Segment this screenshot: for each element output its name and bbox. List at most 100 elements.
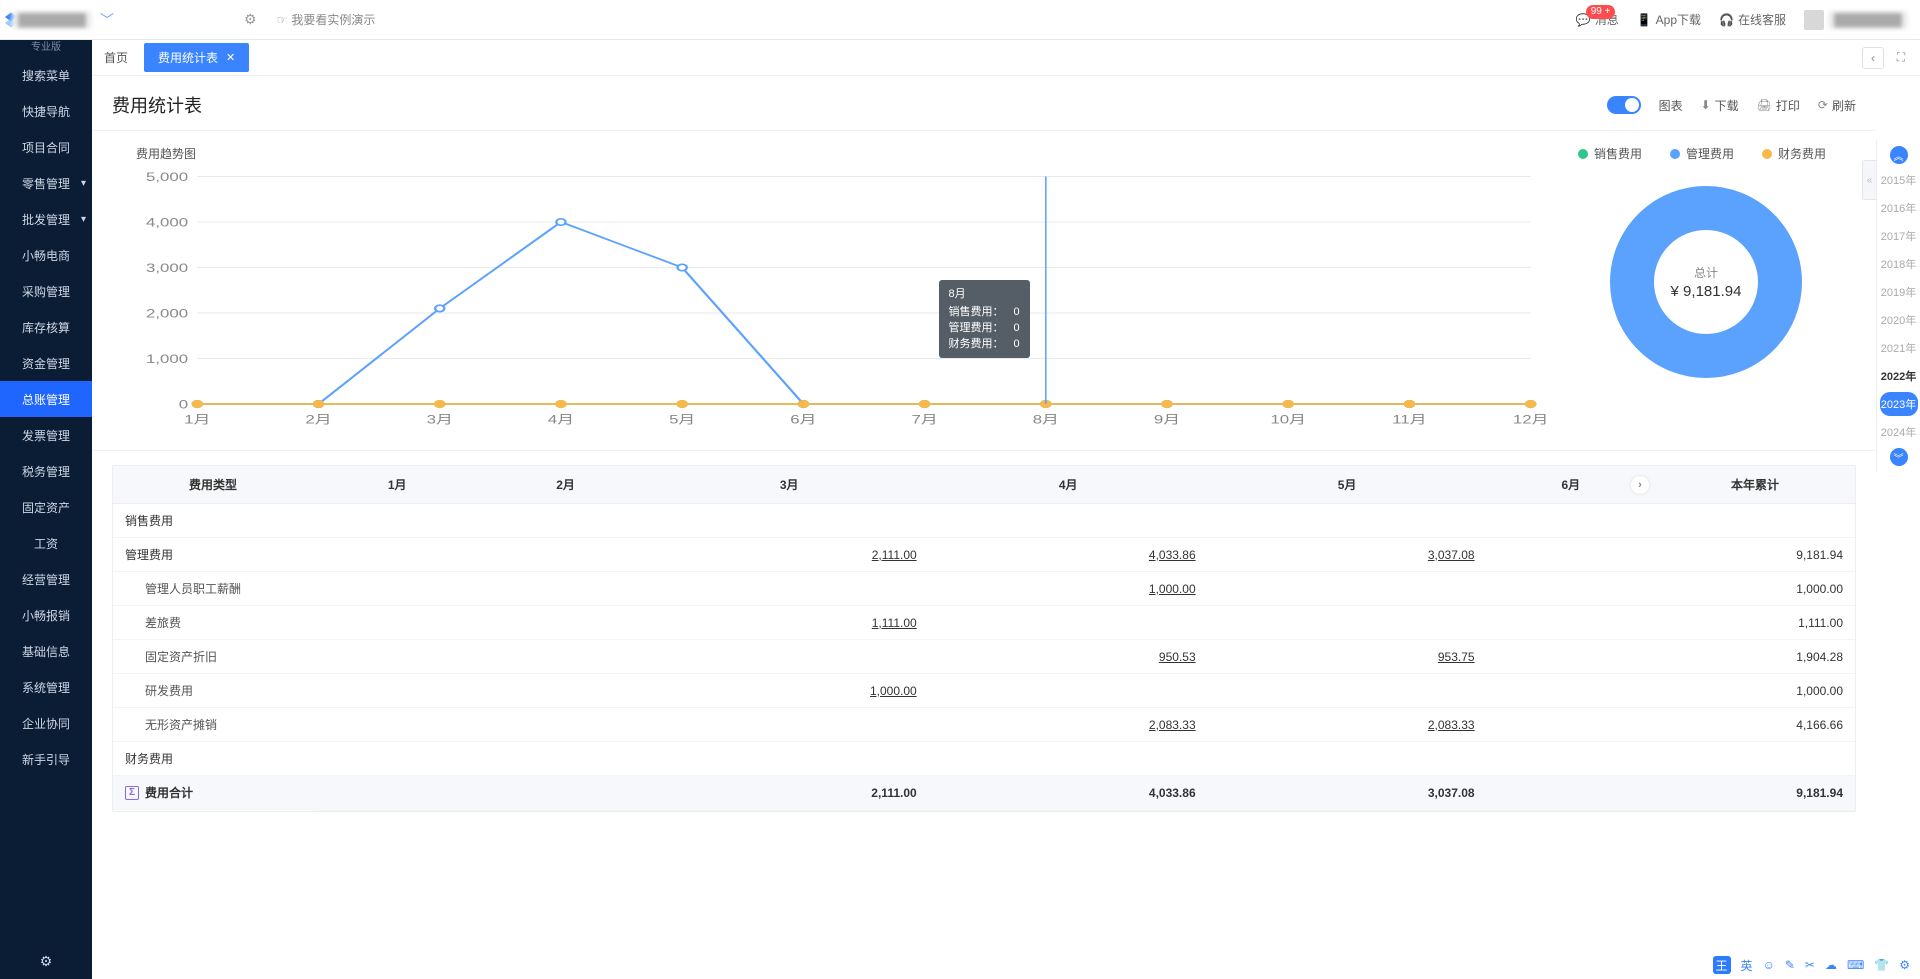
table-cell: [929, 742, 1208, 776]
year-option[interactable]: 2023年: [1880, 392, 1918, 416]
ime-lang-icon[interactable]: 英: [1741, 957, 1753, 974]
demo-link[interactable]: ☞ 我要看实例演示: [277, 11, 376, 28]
year-option[interactable]: 2024年: [1877, 420, 1920, 444]
top-header: ████████ ﹀ ⚙ ☞ 我要看实例演示 💬 消息 99 + 📱 App下载…: [0, 0, 1920, 40]
ime-face-icon[interactable]: ☺: [1763, 958, 1775, 972]
year-rail-collapse-icon[interactable]: «: [1862, 160, 1876, 200]
content-scroll[interactable]: 费用统计表 图表 ⬇下载 🖨打印 ⟳刷新 费用趋势图 01,0002,0003,…: [92, 76, 1920, 979]
table-cell: 1,000.00: [650, 674, 929, 708]
ime-gear-icon[interactable]: ⚙: [1899, 958, 1910, 972]
cell-link[interactable]: 1,000.00: [1149, 582, 1196, 596]
year-rail-down-icon[interactable]: ︾: [1890, 448, 1908, 466]
sidebar-item[interactable]: 系统管理: [0, 669, 92, 705]
table-cell: [313, 674, 481, 708]
table-cell: [650, 640, 929, 674]
tabs-expand-icon[interactable]: ‹: [1862, 47, 1884, 69]
table-cell: 1,000.00: [929, 572, 1208, 606]
sidebar-item[interactable]: 固定资产: [0, 489, 92, 525]
table-cell: [1208, 606, 1487, 640]
table-header: 费用类型‹: [113, 466, 313, 504]
settings-gear-icon[interactable]: ⚙: [244, 11, 257, 28]
sidebar-settings-icon[interactable]: ⚙: [0, 943, 92, 979]
year-option[interactable]: 2018年: [1877, 252, 1920, 276]
support-button[interactable]: 🎧 在线客服: [1719, 11, 1786, 28]
year-option[interactable]: 2016年: [1877, 196, 1920, 220]
sidebar-item[interactable]: 税务管理: [0, 453, 92, 489]
cell-link[interactable]: 1,111.00: [872, 616, 917, 630]
year-option[interactable]: 2020年: [1877, 308, 1920, 332]
sidebar-item[interactable]: 发票管理: [0, 417, 92, 453]
table-cell: [929, 606, 1208, 640]
user-menu[interactable]: ████████: [1804, 10, 1908, 30]
legend-item[interactable]: 财务费用: [1762, 145, 1826, 162]
year-option[interactable]: 2017年: [1877, 224, 1920, 248]
cell-link[interactable]: 3,037.08: [1428, 548, 1475, 562]
year-option[interactable]: 2015年: [1877, 168, 1920, 192]
cell-link[interactable]: 4,033.86: [1149, 548, 1196, 562]
sidebar-item[interactable]: 小畅报销: [0, 597, 92, 633]
year-option[interactable]: 2022年: [1877, 364, 1920, 388]
year-option[interactable]: 2021年: [1877, 336, 1920, 360]
messages-button[interactable]: 💬 消息 99 +: [1576, 11, 1619, 28]
ime-cloud-icon[interactable]: ☁: [1825, 958, 1837, 972]
table-cell: [481, 776, 649, 811]
cell-link[interactable]: 1,000.00: [870, 684, 917, 698]
tab-home[interactable]: 首页: [104, 49, 128, 66]
fullscreen-icon[interactable]: ⛶: [1890, 47, 1912, 69]
ime-shirt-icon[interactable]: 👕: [1874, 958, 1889, 972]
download-button[interactable]: ⬇下载: [1701, 97, 1739, 114]
year-rail-up-icon[interactable]: ︽: [1890, 146, 1908, 164]
caret-down-icon: ▾: [81, 214, 86, 225]
cell-link[interactable]: 953.75: [1438, 650, 1475, 664]
year-option[interactable]: 2019年: [1877, 280, 1920, 304]
ime-keyboard-icon[interactable]: ⌨: [1847, 958, 1864, 972]
tabs-bar: 首页 费用统计表 ✕ ‹ ⛶: [92, 40, 1920, 76]
svg-text:3,000: 3,000: [146, 262, 188, 275]
sidebar-item[interactable]: 小畅电商: [0, 237, 92, 273]
tab-active[interactable]: 费用统计表 ✕: [144, 43, 249, 72]
sidebar-item[interactable]: 工资: [0, 525, 92, 561]
refresh-button[interactable]: ⟳刷新: [1818, 97, 1856, 114]
cell-link[interactable]: 2,111.00: [872, 548, 917, 562]
svg-text:7月: 7月: [911, 414, 937, 427]
table-cell: [313, 708, 481, 742]
cell-link[interactable]: 2,083.33: [1428, 718, 1475, 732]
sidebar-item[interactable]: 经营管理: [0, 561, 92, 597]
download-app-button[interactable]: 📱 App下载: [1637, 11, 1701, 28]
sidebar-item[interactable]: 搜索菜单: [0, 57, 92, 93]
table-cell: [481, 572, 649, 606]
table-row: 管理人员职工薪酬1,000.001,000.00: [113, 572, 1855, 606]
sidebar-item[interactable]: 零售管理▾: [0, 165, 92, 201]
donut-chart-panel: 销售费用管理费用财务费用 总计 ¥ 9,181.94: [1556, 131, 1856, 440]
table-cell: 2,111.00: [650, 776, 929, 811]
table-next-icon[interactable]: ›: [1631, 476, 1649, 494]
chart-toggle[interactable]: [1607, 96, 1641, 114]
svg-text:8月: 8月: [1033, 414, 1059, 427]
table-cell: 2,083.33: [929, 708, 1208, 742]
ime-scissor-icon[interactable]: ✂: [1805, 958, 1815, 972]
table-cell: 4,033.86: [929, 776, 1208, 811]
org-selector[interactable]: ████████ ﹀: [12, 10, 232, 30]
sidebar-item[interactable]: 基础信息: [0, 633, 92, 669]
print-button[interactable]: 🖨打印: [1757, 97, 1800, 114]
sidebar-item[interactable]: 库存核算: [0, 309, 92, 345]
messages-badge: 99 +: [1586, 5, 1616, 19]
sidebar-item[interactable]: 批发管理▾: [0, 201, 92, 237]
chart-area: 费用趋势图 01,0002,0003,0004,0005,0001月2月3月4月…: [92, 130, 1876, 451]
cell-link[interactable]: 950.53: [1159, 650, 1196, 664]
cell-link[interactable]: 2,083.33: [1149, 718, 1196, 732]
tab-close-icon[interactable]: ✕: [226, 51, 235, 64]
ime-icon[interactable]: 王: [1713, 956, 1731, 974]
svg-text:2月: 2月: [305, 414, 331, 427]
ime-edit-icon[interactable]: ✎: [1785, 958, 1795, 972]
sidebar-item[interactable]: 采购管理: [0, 273, 92, 309]
table-header: 3月: [650, 466, 929, 504]
sidebar-item[interactable]: 快捷导航: [0, 93, 92, 129]
legend-item[interactable]: 销售费用: [1578, 145, 1642, 162]
sidebar-item[interactable]: 总账管理: [0, 381, 92, 417]
sidebar-item[interactable]: 企业协同: [0, 705, 92, 741]
sidebar-item[interactable]: 资金管理: [0, 345, 92, 381]
sidebar-item[interactable]: 新手引导: [0, 741, 92, 777]
legend-item[interactable]: 管理费用: [1670, 145, 1734, 162]
sidebar-item[interactable]: 项目合同: [0, 129, 92, 165]
